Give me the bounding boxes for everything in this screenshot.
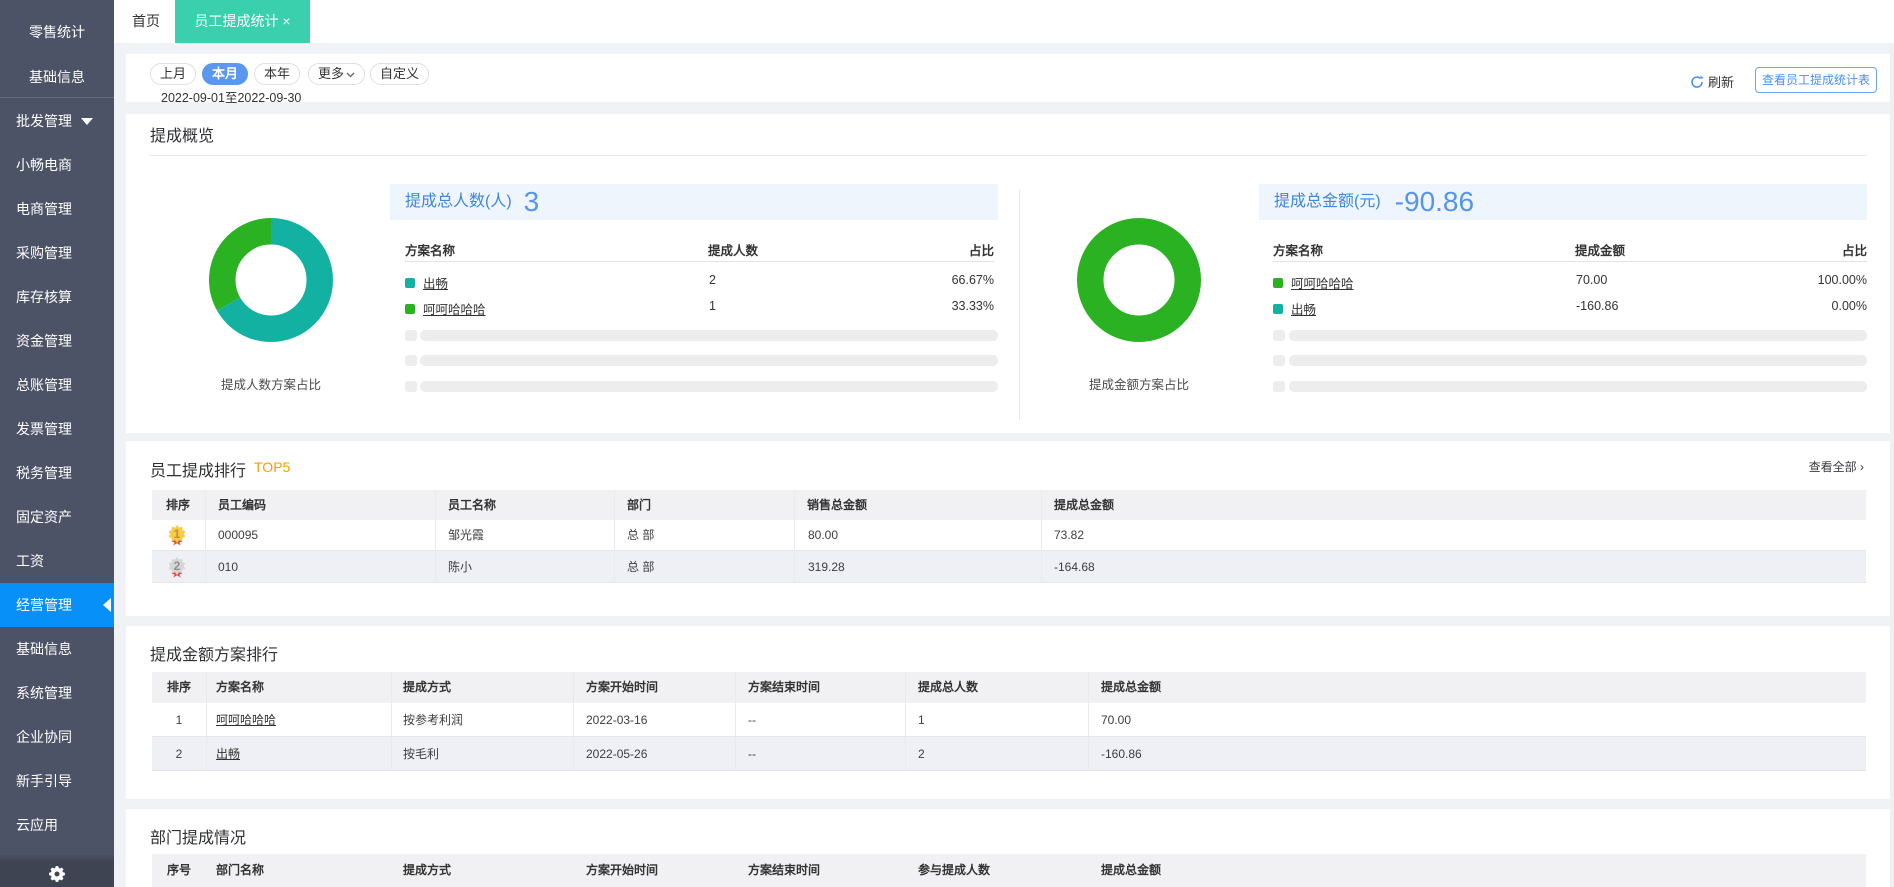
svg-text:2: 2 [174, 559, 181, 573]
svg-text:1: 1 [174, 527, 181, 541]
